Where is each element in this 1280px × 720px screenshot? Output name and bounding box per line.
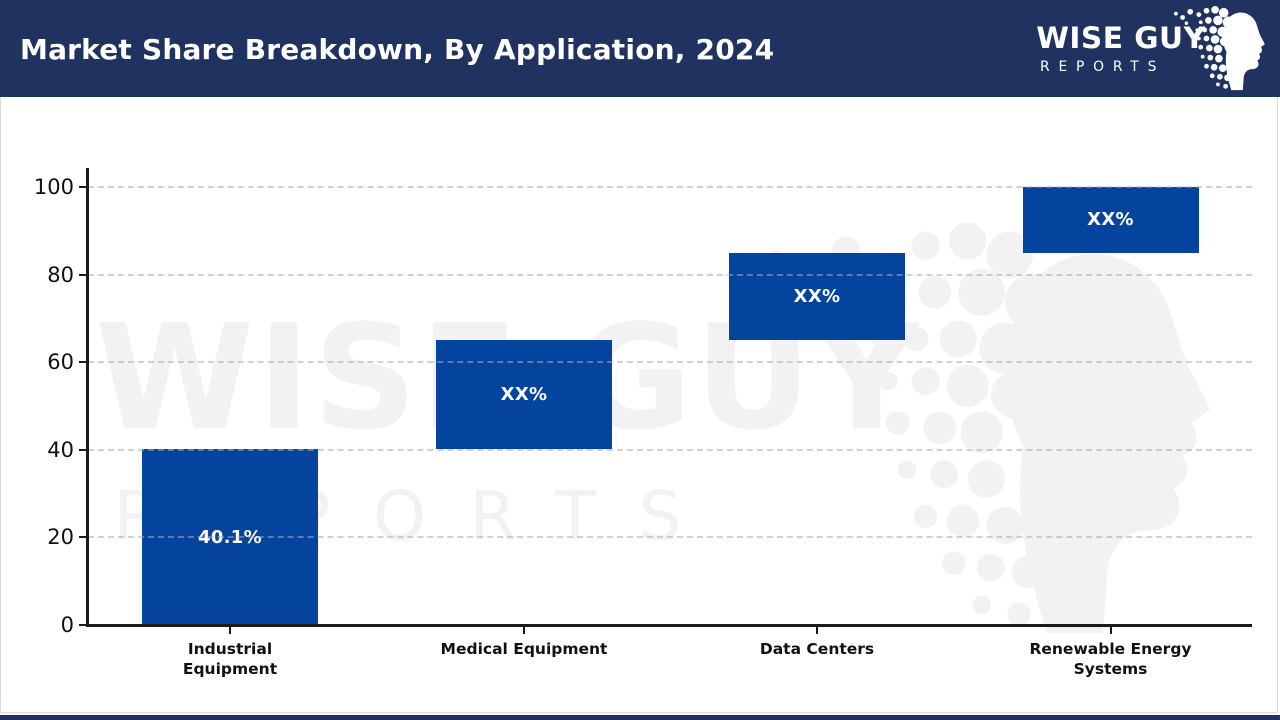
wiseguy-reports-logo: WISE GUY REPORTS bbox=[1036, 6, 1265, 91]
bar-medical-equipment: XX% bbox=[436, 340, 612, 450]
x-axis-spine bbox=[86, 624, 1252, 627]
logo-subtitle: REPORTS bbox=[1040, 59, 1165, 75]
gridline-20 bbox=[88, 536, 1252, 539]
bar-renewable-energy-systems: XX% bbox=[1022, 187, 1199, 253]
category-label-line: Data Centers bbox=[759, 640, 875, 658]
category-label-line: Equipment bbox=[182, 660, 278, 679]
logo-wordmark: WISE GUY bbox=[1036, 20, 1205, 55]
x-tick-industrial-equipment bbox=[229, 626, 231, 634]
gridline-80 bbox=[88, 273, 1252, 276]
header-bar: Market Share Breakdown, By Application, … bbox=[0, 0, 1280, 97]
gridline-60 bbox=[88, 361, 1252, 364]
gridline-100 bbox=[88, 186, 1252, 188]
y-tick-100 bbox=[79, 186, 87, 188]
y-tick-label-0: 0 bbox=[60, 613, 74, 637]
category-label-line: Medical Equipment bbox=[440, 640, 608, 658]
gridline-40 bbox=[88, 448, 1252, 451]
bar-value-label-renewable-energy-systems: XX% bbox=[1087, 209, 1134, 231]
y-axis-spine bbox=[86, 168, 89, 627]
category-label-data-centers: Data Centers bbox=[702, 639, 932, 659]
face-profile-shape bbox=[1223, 12, 1265, 91]
category-label-industrial-equipment: Industrial Equipment bbox=[115, 639, 345, 680]
x-tick-renewable-energy-systems bbox=[1109, 626, 1112, 634]
x-tick-medical-equipment bbox=[523, 626, 525, 634]
y-tick-20 bbox=[79, 536, 87, 539]
y-tick-80 bbox=[79, 273, 87, 276]
y-tick-label-80: 80 bbox=[47, 262, 74, 287]
y-tick-label-40: 40 bbox=[47, 437, 74, 462]
x-tick-data-centers bbox=[816, 626, 818, 634]
y-tick-40 bbox=[79, 448, 87, 451]
footer-bar bbox=[0, 715, 1280, 720]
y-tick-0 bbox=[79, 624, 87, 626]
category-label-line: Industrial bbox=[187, 640, 273, 658]
y-tick-label-20: 20 bbox=[47, 525, 74, 550]
category-label-medical-equipment: Medical Equipment bbox=[409, 639, 639, 659]
y-tick-label-100: 100 bbox=[33, 175, 74, 199]
bar-value-label-data-centers: XX% bbox=[793, 285, 841, 307]
y-tick-label-60: 60 bbox=[47, 350, 74, 375]
page-title: Market Share Breakdown, By Application, … bbox=[20, 33, 775, 66]
category-label-line: Renewable Energy bbox=[1029, 640, 1192, 658]
category-label-renewable-energy-systems: Renewable Energy Systems bbox=[996, 639, 1226, 680]
category-label-line: Systems bbox=[1073, 660, 1148, 679]
y-tick-60 bbox=[79, 361, 87, 364]
bar-value-label-medical-equipment: XX% bbox=[500, 384, 548, 406]
bar-data-centers: XX% bbox=[729, 252, 905, 341]
